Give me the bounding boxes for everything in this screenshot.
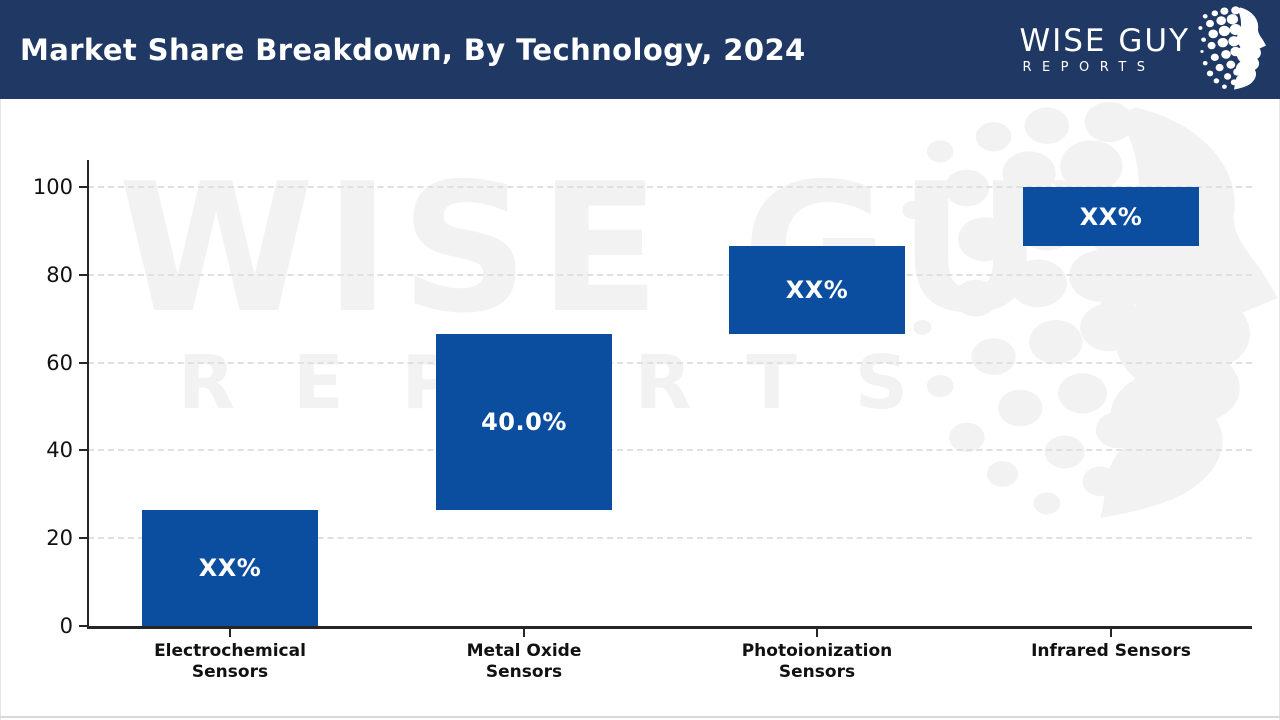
logo-wordmark: WISE GUY xyxy=(1019,22,1190,59)
gridline-20 xyxy=(88,537,1252,540)
wiseguy-logo: WISE GUY REPORTS xyxy=(1019,5,1266,94)
y-tick-label-40: 40 xyxy=(46,438,73,463)
logo-subtext: REPORTS xyxy=(1022,59,1156,75)
y-tickmark-0 xyxy=(79,625,88,627)
bar-value-label-photoionization-sensors: XX% xyxy=(785,276,849,305)
y-tick-label-100: 100 xyxy=(32,175,73,199)
x-axis-line xyxy=(87,626,1252,629)
x-tickmark-infrared-sensors xyxy=(1110,629,1112,637)
gridline-100 xyxy=(88,186,1252,188)
bar-value-label-electrochemical-sensors: XX% xyxy=(198,553,262,582)
gridline-80 xyxy=(88,273,1252,276)
x-tickmark-photoionization-sensors xyxy=(816,629,818,637)
bar-infrared-sensors: XX% xyxy=(1023,187,1199,247)
x-tick-label-electrochemical-sensors: Electrochemical Sensors xyxy=(154,641,306,683)
x-tick-label-photoionization-sensors: Photoionization Sensors xyxy=(741,641,893,683)
header-bar: Market Share Breakdown, By Technology, 2… xyxy=(0,0,1280,99)
bar-value-label-metal-oxide-sensors: 40.0% xyxy=(481,407,567,436)
x-tickmark-electrochemical-sensors xyxy=(229,629,231,637)
bar-value-label-infrared-sensors: XX% xyxy=(1079,202,1143,231)
bar-metal-oxide-sensors: 40.0% xyxy=(436,334,612,510)
x-tick-label-infrared-sensors: Infrared Sensors xyxy=(1031,641,1191,661)
y-tickmark-40 xyxy=(79,449,88,452)
y-axis-line xyxy=(87,160,89,628)
y-tick-label-60: 60 xyxy=(46,350,73,375)
bar-electrochemical-sensors: XX% xyxy=(142,509,318,626)
logo-dot-head-icon xyxy=(1198,5,1266,90)
x-tickmark-metal-oxide-sensors xyxy=(523,629,525,637)
gridline-60 xyxy=(88,361,1252,364)
y-tick-label-80: 80 xyxy=(46,262,73,287)
y-tickmark-80 xyxy=(79,273,88,276)
x-tick-label-metal-oxide-sensors: Metal Oxide Sensors xyxy=(466,641,582,683)
gridline-40 xyxy=(88,449,1252,452)
bar-photoionization-sensors: XX% xyxy=(729,246,905,335)
bottom-divider xyxy=(0,716,1280,718)
page-title: Market Share Breakdown, By Technology, 2… xyxy=(20,32,806,67)
watermark-dot-head-icon xyxy=(902,101,1278,518)
y-tick-label-20: 20 xyxy=(46,526,73,551)
y-tick-label-0: 0 xyxy=(59,614,73,638)
y-tickmark-60 xyxy=(79,361,88,364)
y-tickmark-20 xyxy=(79,537,88,540)
y-tickmark-100 xyxy=(79,186,88,188)
